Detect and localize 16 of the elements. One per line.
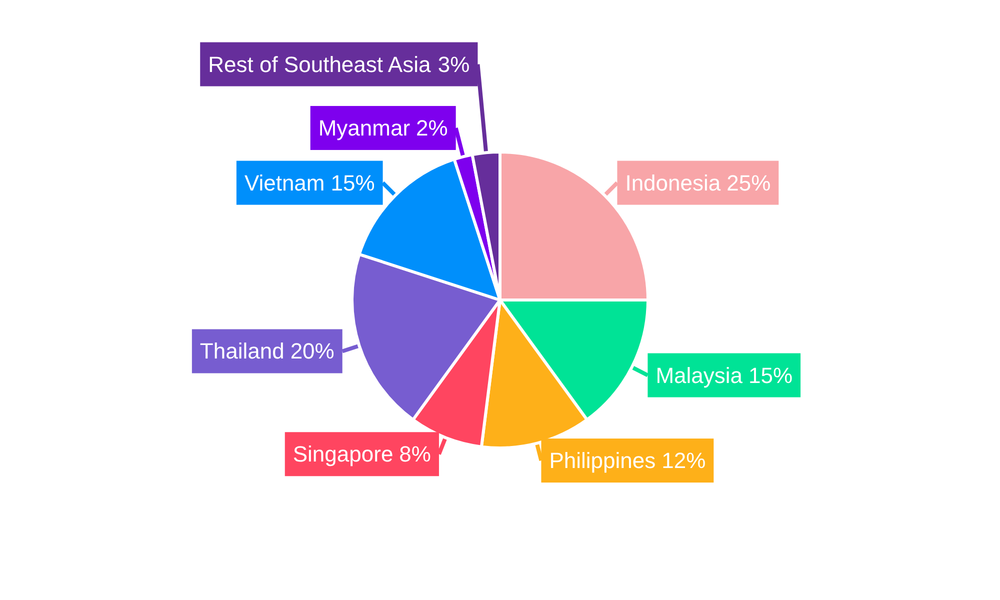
data-label: 15% [748, 362, 793, 388]
slice-label: Vietnam [244, 170, 325, 196]
data-label: 3% [438, 52, 470, 77]
data-label: 8% [399, 442, 431, 467]
data-label: 2% [416, 115, 448, 140]
slice-label: Thailand [200, 338, 284, 364]
data-label: 20% [290, 338, 334, 364]
slice-label: Indonesia [625, 170, 722, 196]
slice-label: Myanmar [318, 115, 410, 140]
data-label: 12% [662, 448, 706, 474]
slice-label: Malaysia [656, 362, 744, 388]
data-label: 25% [726, 170, 771, 196]
slice-label: Singapore [292, 442, 394, 467]
slice-label: Rest of Southeast Asia [208, 52, 432, 77]
data-label: 15% [330, 170, 375, 196]
slice-label: Philippines [549, 448, 656, 474]
